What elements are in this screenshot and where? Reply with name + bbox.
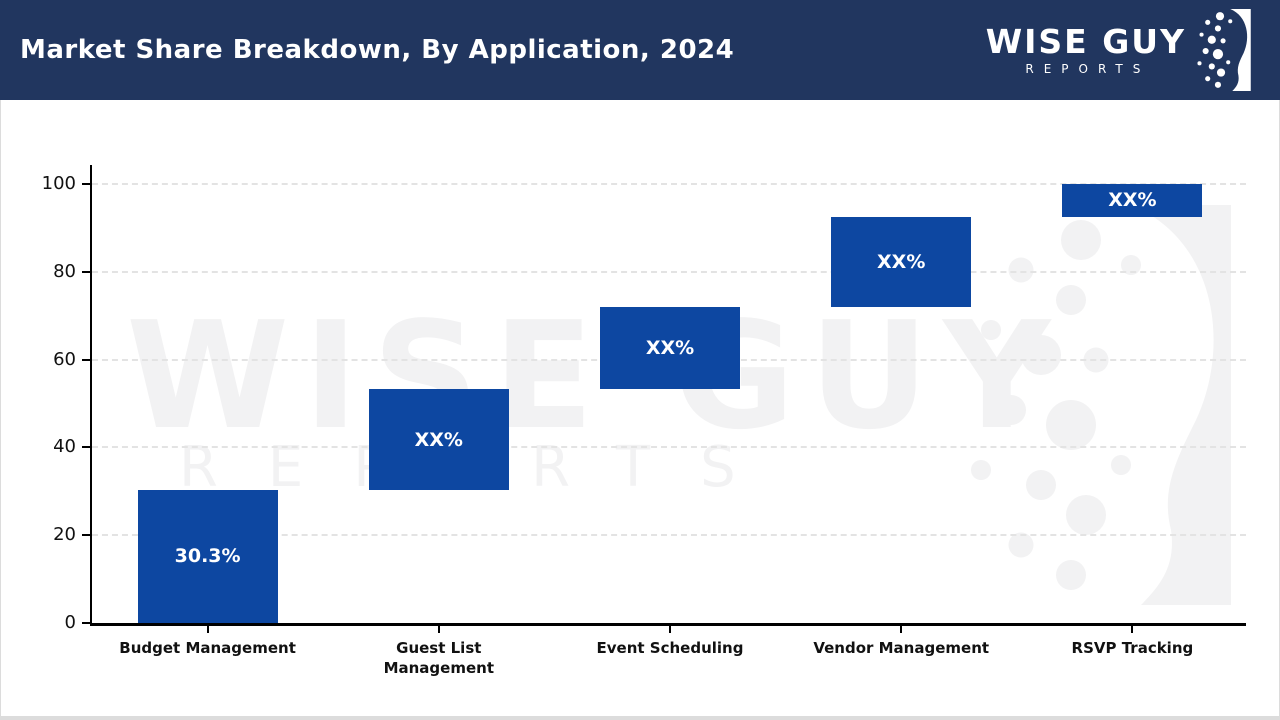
y-tick-mark bbox=[82, 446, 90, 449]
bar-value-label: XX% bbox=[877, 250, 926, 273]
y-tick-label: 20 bbox=[53, 524, 76, 546]
bar-value-label: XX% bbox=[645, 337, 695, 360]
y-tick-label: 100 bbox=[41, 173, 76, 194]
bar-segment: XX% bbox=[600, 306, 740, 390]
bar-value-label: XX% bbox=[414, 428, 463, 451]
watermark-head-icon bbox=[971, 205, 1231, 605]
gridline bbox=[92, 183, 1246, 185]
y-tick-mark bbox=[82, 534, 90, 537]
page-title: Market Share Breakdown, By Application, … bbox=[20, 35, 735, 65]
y-tick-label: 80 bbox=[53, 260, 76, 282]
y-tick-mark bbox=[82, 358, 90, 361]
logo-text: WISE GUY REPORTS bbox=[986, 25, 1186, 76]
logo-wordmark: WISE GUY bbox=[985, 21, 1186, 61]
header-banner: Market Share Breakdown, By Application, … bbox=[0, 0, 1280, 100]
x-axis-label: Budget Management bbox=[119, 639, 296, 657]
y-tick-mark bbox=[82, 270, 90, 273]
y-tick-label: 0 bbox=[64, 612, 76, 633]
x-axis-label: Vendor Management bbox=[813, 639, 990, 657]
x-tick-mark bbox=[1131, 626, 1134, 633]
gridline bbox=[92, 446, 1246, 449]
x-axis-label: Guest List Management bbox=[383, 639, 494, 678]
x-axis-label: RSVP Tracking bbox=[1071, 639, 1194, 657]
bar-segment: XX% bbox=[1062, 184, 1203, 217]
y-tick-label: 60 bbox=[53, 348, 76, 370]
x-tick-mark bbox=[669, 626, 671, 633]
y-tick-mark bbox=[82, 622, 90, 624]
x-axis-label: Event Scheduling bbox=[596, 639, 744, 657]
bar-value-label: 30.3% bbox=[174, 545, 241, 568]
x-tick-mark bbox=[900, 626, 903, 633]
bar-segment: XX% bbox=[368, 389, 509, 490]
x-tick-mark bbox=[437, 626, 440, 633]
logo-subtitle: REPORTS bbox=[1025, 61, 1151, 76]
y-tick-label: 40 bbox=[53, 436, 76, 458]
bar-segment: XX% bbox=[831, 216, 972, 307]
bar-segment: 30.3% bbox=[137, 489, 278, 623]
plot-area: 0 20 40 60 80 100 30.3% Budget Management XX% Gue… bbox=[42, 165, 1246, 677]
wise-guy-reports-logo: WISE GUY REPORTS bbox=[986, 9, 1252, 91]
chart-area: WISE GUY REPORTS 02040608010030.3%Budget… bbox=[0, 100, 1280, 720]
gridline bbox=[92, 534, 1246, 537]
dotted-head-icon bbox=[1197, 9, 1251, 91]
bar-value-label: XX% bbox=[1108, 189, 1157, 212]
x-tick-mark bbox=[206, 626, 209, 633]
watermark-wordmark: WISE GUY bbox=[126, 290, 1065, 462]
y-tick-mark bbox=[82, 183, 90, 185]
gridline bbox=[92, 270, 1246, 273]
